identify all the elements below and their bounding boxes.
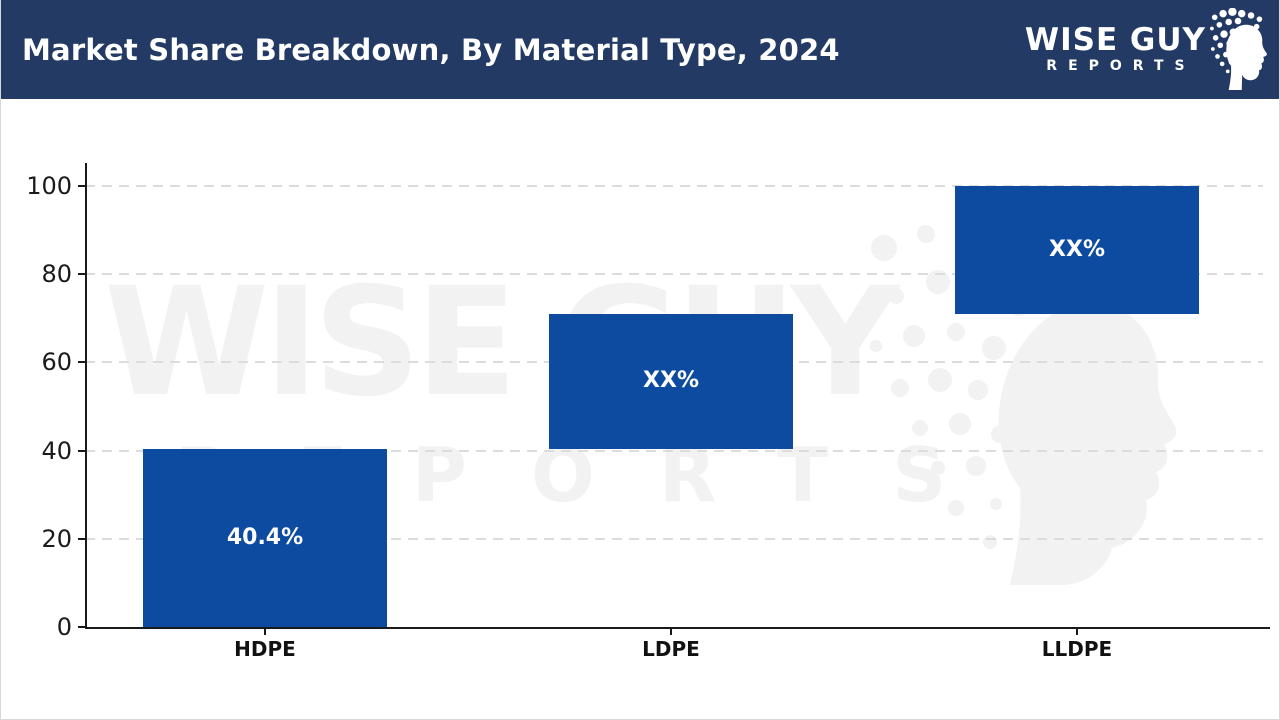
bar-value-label: XX% bbox=[643, 368, 699, 394]
y-tick-label: 60 bbox=[41, 348, 72, 377]
x-category-label: LDPE bbox=[642, 637, 700, 661]
gridline-80 bbox=[85, 273, 1263, 276]
bar-value-label: XX% bbox=[1049, 236, 1105, 262]
bar-value-label: 40.4% bbox=[226, 524, 304, 550]
logo-face-icon bbox=[1210, 8, 1267, 90]
y-tick-mark bbox=[78, 273, 85, 276]
gridline-20 bbox=[85, 537, 1263, 540]
x-tick-mark bbox=[670, 628, 672, 635]
y-tick-mark bbox=[78, 626, 85, 628]
chart-title: Market Share Breakdown, By Material Type… bbox=[22, 32, 840, 67]
y-tick-label: 100 bbox=[26, 172, 72, 200]
y-tick-label: 80 bbox=[41, 260, 72, 289]
x-tick-mark bbox=[1076, 628, 1078, 635]
x-category-label: LLDPE bbox=[1041, 637, 1113, 661]
logo-text: WISE GUY REPORTS bbox=[1025, 23, 1206, 75]
x-axis bbox=[85, 627, 1270, 629]
wise-guy-reports-logo: WISE GUY REPORTS bbox=[1025, 8, 1268, 90]
bar-ldpe bbox=[549, 313, 793, 449]
bar-lldpe bbox=[955, 186, 1199, 314]
y-tick-mark bbox=[78, 449, 85, 452]
y-tick-label: 20 bbox=[41, 524, 72, 553]
y-tick-mark bbox=[78, 361, 85, 364]
y-tick-mark bbox=[78, 185, 85, 187]
y-tick-mark bbox=[78, 537, 85, 540]
y-tick-label: 0 bbox=[56, 613, 72, 641]
header-bar: Market Share Breakdown, By Material Type… bbox=[0, 0, 1280, 99]
x-category-label: HDPE bbox=[234, 637, 296, 661]
bar-hdpe bbox=[143, 448, 387, 627]
y-axis bbox=[85, 163, 87, 629]
logo-subtitle: REPORTS bbox=[1046, 58, 1196, 74]
gridline-40 bbox=[85, 449, 1263, 452]
logo-wordmark: WISE GUY bbox=[1024, 22, 1206, 58]
x-tick-mark bbox=[264, 628, 266, 635]
gridline-100 bbox=[85, 185, 1263, 187]
y-tick-label: 40 bbox=[41, 436, 72, 465]
